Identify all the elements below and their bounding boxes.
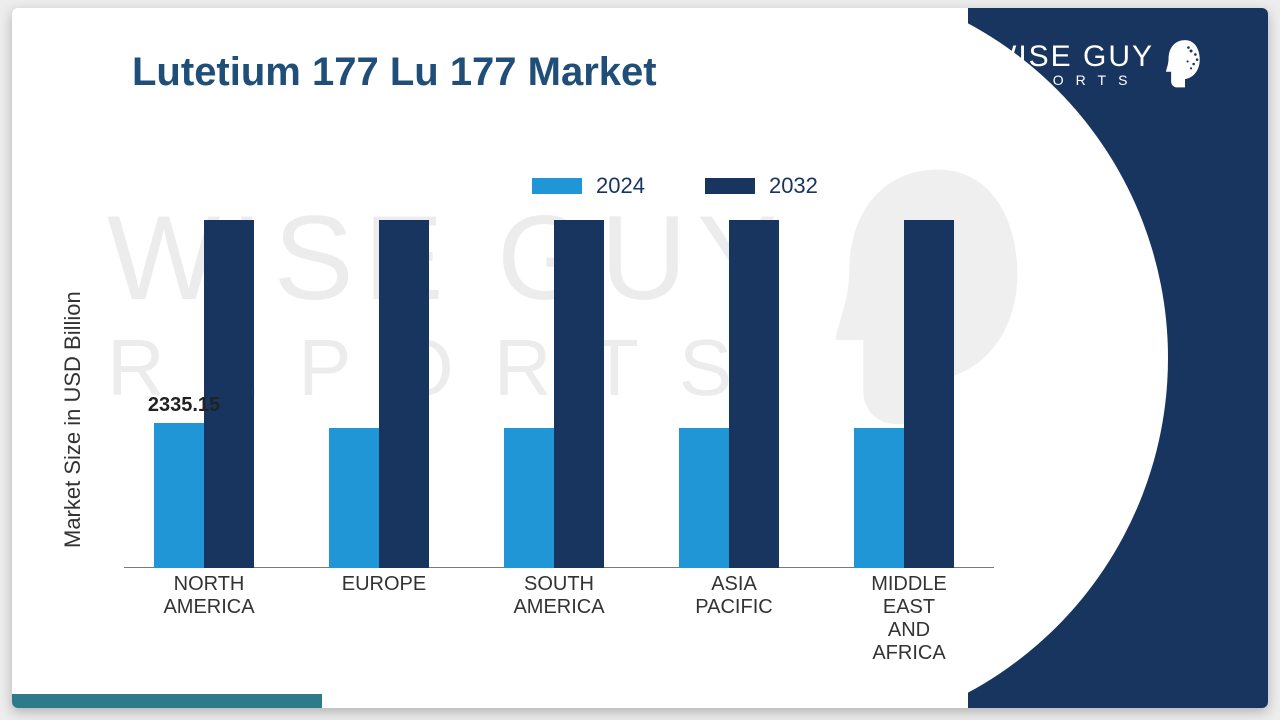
- y-axis-label: Market Size in USD Billion: [60, 291, 86, 548]
- bar-2024: [504, 428, 554, 568]
- bar-2032: [729, 220, 779, 568]
- brand-logo: WISE GUY REPORTS: [988, 38, 1238, 90]
- legend-item-2032: 2032: [705, 173, 818, 199]
- x-axis-labels: NORTHAMERICA EUROPE SOUTHAMERICA ASIAPACIFI…: [124, 573, 994, 693]
- bar-2032: [379, 220, 429, 568]
- report-card: WISE GUY REPORTS Lutetium 177 Lu 177 Mar…: [12, 8, 1268, 708]
- legend: 2024 2032: [532, 173, 818, 199]
- x-axis-label: SOUTHAMERICA: [484, 573, 634, 619]
- legend-label-2032: 2032: [769, 173, 818, 199]
- bar-2032: [904, 220, 954, 568]
- x-axis-label: EUROPE: [309, 573, 459, 596]
- logo-head-icon: [1162, 38, 1208, 90]
- chart-title: Lutetium 177 Lu 177 Market: [132, 50, 657, 95]
- x-axis-label: NORTHAMERICA: [134, 573, 284, 619]
- bar-2032: [554, 220, 604, 568]
- logo-line1: WISE GUY: [988, 40, 1154, 74]
- bar-2024: [154, 423, 204, 568]
- bar-2024: [329, 428, 379, 568]
- legend-item-2024: 2024: [532, 173, 645, 199]
- bottom-accent-bar: [12, 694, 322, 708]
- legend-swatch-2032: [705, 178, 755, 194]
- x-axis-label: MIDDLEEASTANDAFRICA: [834, 573, 984, 665]
- bar-2024: [679, 428, 729, 568]
- bar-2024: [854, 428, 904, 568]
- legend-swatch-2024: [532, 178, 582, 194]
- bar-value-label: 2335.15: [124, 394, 244, 417]
- x-axis-label: ASIAPACIFIC: [659, 573, 809, 619]
- plot-area: 2335.15: [124, 208, 994, 568]
- logo-line2: REPORTS: [988, 72, 1154, 88]
- legend-label-2024: 2024: [596, 173, 645, 199]
